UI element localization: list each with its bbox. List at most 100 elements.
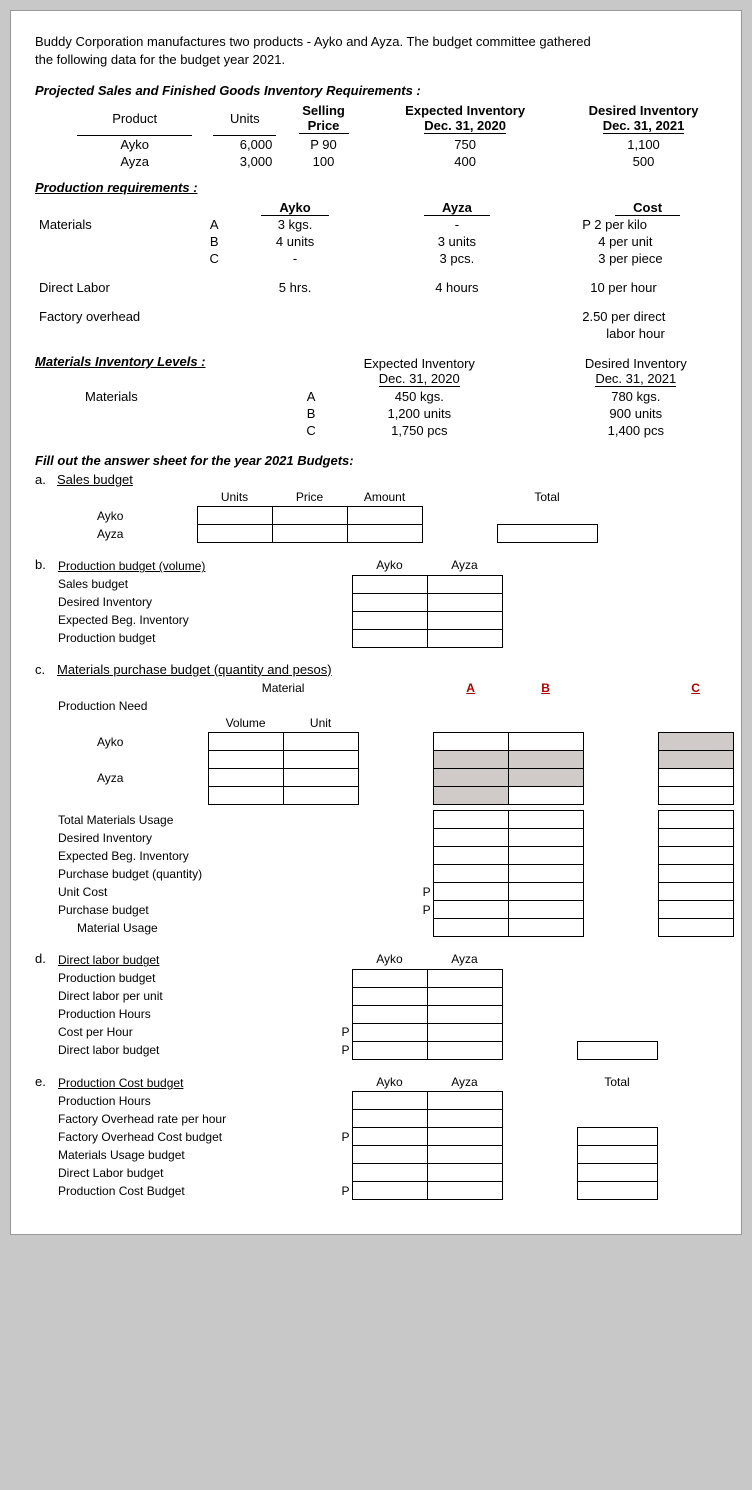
- e-r3-total[interactable]: [577, 1128, 657, 1146]
- c-r3-c[interactable]: [658, 847, 733, 865]
- a-ayza-amount[interactable]: [347, 525, 422, 543]
- d-r5-total[interactable]: [577, 1041, 657, 1059]
- b-r4-ayza[interactable]: [427, 629, 502, 647]
- b-r3-ayza[interactable]: [427, 611, 502, 629]
- e-r6-ayko[interactable]: [352, 1182, 427, 1200]
- c-r4-b[interactable]: [508, 865, 583, 883]
- c-r1-c[interactable]: [658, 811, 733, 829]
- c-ayko-b[interactable]: [508, 733, 583, 751]
- c-r5-b[interactable]: [508, 883, 583, 901]
- e-r1-ayko[interactable]: [352, 1092, 427, 1110]
- d-r3-ayza[interactable]: [427, 1005, 502, 1023]
- c-ayko-unit2[interactable]: [283, 751, 358, 769]
- d-r4-ayko[interactable]: [352, 1023, 427, 1041]
- mi-label: Materials: [35, 388, 284, 405]
- b-r2-ayza[interactable]: [427, 593, 502, 611]
- e-r1-ayza[interactable]: [427, 1092, 502, 1110]
- c-ayza-vol1[interactable]: [208, 769, 283, 787]
- pr-c: C: [185, 250, 243, 267]
- c-r7-b[interactable]: [508, 919, 583, 937]
- col-desinv2: Dec. 31, 2021: [603, 118, 685, 134]
- c-r4: Purchase budget (quantity): [57, 865, 208, 883]
- e-table: Production Cost budget Ayko Ayza Total P…: [57, 1074, 658, 1201]
- b-r3: Expected Beg. Inventory: [57, 611, 277, 629]
- c-r5-c[interactable]: [658, 883, 733, 901]
- d-r5-ayza[interactable]: [427, 1041, 502, 1059]
- c-r2-c[interactable]: [658, 829, 733, 847]
- b-r3-ayko[interactable]: [352, 611, 427, 629]
- c-ayza-b2[interactable]: [508, 787, 583, 805]
- section-b: b. Production budget (volume) Ayko Ayza …: [35, 557, 717, 648]
- e-r4-total[interactable]: [577, 1146, 657, 1164]
- b-r2-ayko[interactable]: [352, 593, 427, 611]
- e-r3-ayza[interactable]: [427, 1128, 502, 1146]
- c-r6-b[interactable]: [508, 901, 583, 919]
- a-ayko-amount[interactable]: [347, 507, 422, 525]
- d-r4-ayza[interactable]: [427, 1023, 502, 1041]
- e-r5-ayko[interactable]: [352, 1164, 427, 1182]
- c-r3-a[interactable]: [433, 847, 508, 865]
- c-r2-a[interactable]: [433, 829, 508, 847]
- c-ayko-vol1[interactable]: [208, 733, 283, 751]
- e-r6-total[interactable]: [577, 1182, 657, 1200]
- a-total[interactable]: [497, 525, 597, 543]
- c-r3-b[interactable]: [508, 847, 583, 865]
- e-r4-ayko[interactable]: [352, 1146, 427, 1164]
- d-r2-ayko[interactable]: [352, 987, 427, 1005]
- c-r4-c[interactable]: [658, 865, 733, 883]
- a-ayko-units[interactable]: [197, 507, 272, 525]
- c-ayko-c-shade: [658, 733, 733, 751]
- e-r2-ayza[interactable]: [427, 1110, 502, 1128]
- e-r6-ayza[interactable]: [427, 1182, 502, 1200]
- b-r1-ayza[interactable]: [427, 575, 502, 593]
- c-ayza-unit1[interactable]: [283, 769, 358, 787]
- d-r5-ayko[interactable]: [352, 1041, 427, 1059]
- e-r5-ayza[interactable]: [427, 1164, 502, 1182]
- c-ayza-c2[interactable]: [658, 787, 733, 805]
- e-r4-ayza[interactable]: [427, 1146, 502, 1164]
- c-ayza-vol2[interactable]: [208, 787, 283, 805]
- c-ayza-label: Ayza: [57, 769, 208, 787]
- d-r1-ayza[interactable]: [427, 969, 502, 987]
- b-r4-ayko[interactable]: [352, 629, 427, 647]
- fill-out-text: Fill out the answer sheet for the year 2…: [35, 453, 717, 468]
- d-r3-ayko[interactable]: [352, 1005, 427, 1023]
- c-r5: Unit Cost: [57, 883, 208, 901]
- c-r1-b[interactable]: [508, 811, 583, 829]
- pr-b-cost: 4 per unit: [578, 233, 717, 250]
- c-ayko-unit1[interactable]: [283, 733, 358, 751]
- c-ayza-unit2[interactable]: [283, 787, 358, 805]
- c-r7-c[interactable]: [658, 919, 733, 937]
- d-r2-ayza[interactable]: [427, 987, 502, 1005]
- a-letter: a.: [35, 472, 57, 487]
- c-ayko-a[interactable]: [433, 733, 508, 751]
- e-r5-total[interactable]: [577, 1164, 657, 1182]
- c-ayza-b-shade: [508, 769, 583, 787]
- a-ayza-units[interactable]: [197, 525, 272, 543]
- c-shade-c1: [658, 751, 733, 769]
- c-ayza-c[interactable]: [658, 769, 733, 787]
- d-r4: Cost per Hour: [57, 1023, 277, 1041]
- d-r1-ayko[interactable]: [352, 969, 427, 987]
- c-ayko-vol2[interactable]: [208, 751, 283, 769]
- e-peso1: P: [277, 1128, 352, 1146]
- c-r4-a[interactable]: [433, 865, 508, 883]
- e-r2-ayko[interactable]: [352, 1110, 427, 1128]
- pr-col-ayza: Ayza: [424, 200, 490, 216]
- col-price: Price: [299, 118, 349, 134]
- a-ayko-price[interactable]: [272, 507, 347, 525]
- c-r2-b[interactable]: [508, 829, 583, 847]
- c-r1-a[interactable]: [433, 811, 508, 829]
- a-title: Sales budget: [57, 472, 133, 487]
- c-r6-c[interactable]: [658, 901, 733, 919]
- c-r7-a[interactable]: [433, 919, 508, 937]
- a-ayza-price[interactable]: [272, 525, 347, 543]
- e-r6: Production Cost Budget: [57, 1182, 277, 1200]
- c-r6-a[interactable]: [433, 901, 508, 919]
- c-r3: Expected Beg. Inventory: [57, 847, 208, 865]
- c-r5-a[interactable]: [433, 883, 508, 901]
- ayko-name: Ayko: [77, 135, 192, 153]
- mi-b-exp: 1,200 units: [338, 405, 500, 422]
- b-r1-ayko[interactable]: [352, 575, 427, 593]
- e-r3-ayko[interactable]: [352, 1128, 427, 1146]
